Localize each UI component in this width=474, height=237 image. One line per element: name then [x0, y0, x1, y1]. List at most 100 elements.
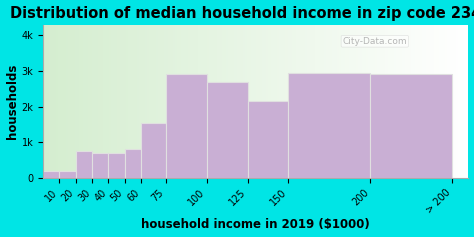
X-axis label: household income in 2019 ($1000): household income in 2019 ($1000): [141, 219, 370, 232]
Bar: [115, 0, 118, 178]
Bar: [381, 0, 383, 178]
Bar: [273, 0, 275, 178]
Bar: [264, 0, 266, 178]
Bar: [76, 151, 92, 178]
Bar: [128, 0, 130, 178]
Bar: [81, 0, 83, 178]
Bar: [296, 0, 298, 178]
Bar: [179, 0, 181, 178]
Bar: [158, 0, 160, 178]
Bar: [445, 0, 447, 178]
Bar: [202, 0, 205, 178]
Bar: [398, 0, 401, 178]
Bar: [268, 0, 271, 178]
Bar: [254, 0, 255, 178]
Bar: [185, 0, 188, 178]
Bar: [171, 0, 173, 178]
Bar: [305, 0, 307, 178]
Bar: [347, 0, 349, 178]
Bar: [137, 0, 139, 178]
Bar: [319, 0, 322, 178]
Bar: [332, 0, 335, 178]
Bar: [168, 0, 171, 178]
Bar: [143, 0, 145, 178]
Bar: [358, 0, 360, 178]
Bar: [56, 0, 58, 178]
Bar: [183, 0, 185, 178]
Bar: [318, 0, 319, 178]
Bar: [424, 0, 426, 178]
Bar: [175, 0, 177, 178]
Bar: [43, 0, 45, 178]
Bar: [266, 0, 268, 178]
Bar: [92, 153, 109, 178]
Bar: [54, 0, 56, 178]
Bar: [451, 0, 454, 178]
Bar: [419, 0, 422, 178]
Bar: [255, 0, 258, 178]
Bar: [449, 0, 451, 178]
Bar: [313, 0, 315, 178]
Y-axis label: households: households: [6, 64, 18, 139]
Bar: [349, 0, 351, 178]
Title: Distribution of median household income in zip code 23456: Distribution of median household income …: [10, 5, 474, 21]
Bar: [388, 0, 390, 178]
Bar: [198, 0, 201, 178]
Bar: [192, 0, 194, 178]
Bar: [66, 0, 68, 178]
Bar: [326, 0, 328, 178]
Bar: [430, 0, 432, 178]
Bar: [237, 0, 239, 178]
Bar: [438, 0, 441, 178]
Bar: [258, 0, 260, 178]
Bar: [130, 0, 132, 178]
Bar: [402, 0, 405, 178]
Bar: [94, 0, 96, 178]
Bar: [230, 0, 232, 178]
Bar: [279, 0, 281, 178]
Bar: [302, 0, 305, 178]
Bar: [360, 0, 362, 178]
Bar: [443, 0, 445, 178]
Bar: [447, 0, 449, 178]
Bar: [290, 0, 292, 178]
Bar: [239, 0, 241, 178]
Bar: [407, 0, 409, 178]
Bar: [288, 0, 290, 178]
Bar: [243, 0, 245, 178]
Bar: [364, 0, 366, 178]
Bar: [283, 0, 285, 178]
Bar: [88, 0, 90, 178]
Bar: [351, 0, 354, 178]
Bar: [215, 0, 218, 178]
Bar: [147, 0, 149, 178]
Bar: [132, 0, 135, 178]
Bar: [177, 0, 179, 178]
Bar: [392, 0, 394, 178]
Bar: [228, 0, 230, 178]
Bar: [460, 0, 462, 178]
Bar: [109, 153, 125, 178]
Bar: [411, 0, 413, 178]
Bar: [98, 0, 100, 178]
Bar: [298, 0, 301, 178]
Bar: [151, 0, 154, 178]
Bar: [126, 0, 128, 178]
Bar: [100, 0, 102, 178]
Bar: [362, 0, 364, 178]
Bar: [164, 0, 166, 178]
Bar: [155, 0, 158, 178]
Bar: [341, 0, 343, 178]
Bar: [379, 0, 381, 178]
Bar: [205, 0, 207, 178]
Bar: [309, 0, 311, 178]
Bar: [235, 0, 237, 178]
Bar: [292, 0, 294, 178]
Bar: [224, 0, 226, 178]
Bar: [426, 0, 428, 178]
Bar: [194, 0, 196, 178]
Bar: [71, 0, 73, 178]
Bar: [301, 0, 302, 178]
Bar: [209, 0, 211, 178]
Bar: [43, 171, 59, 178]
